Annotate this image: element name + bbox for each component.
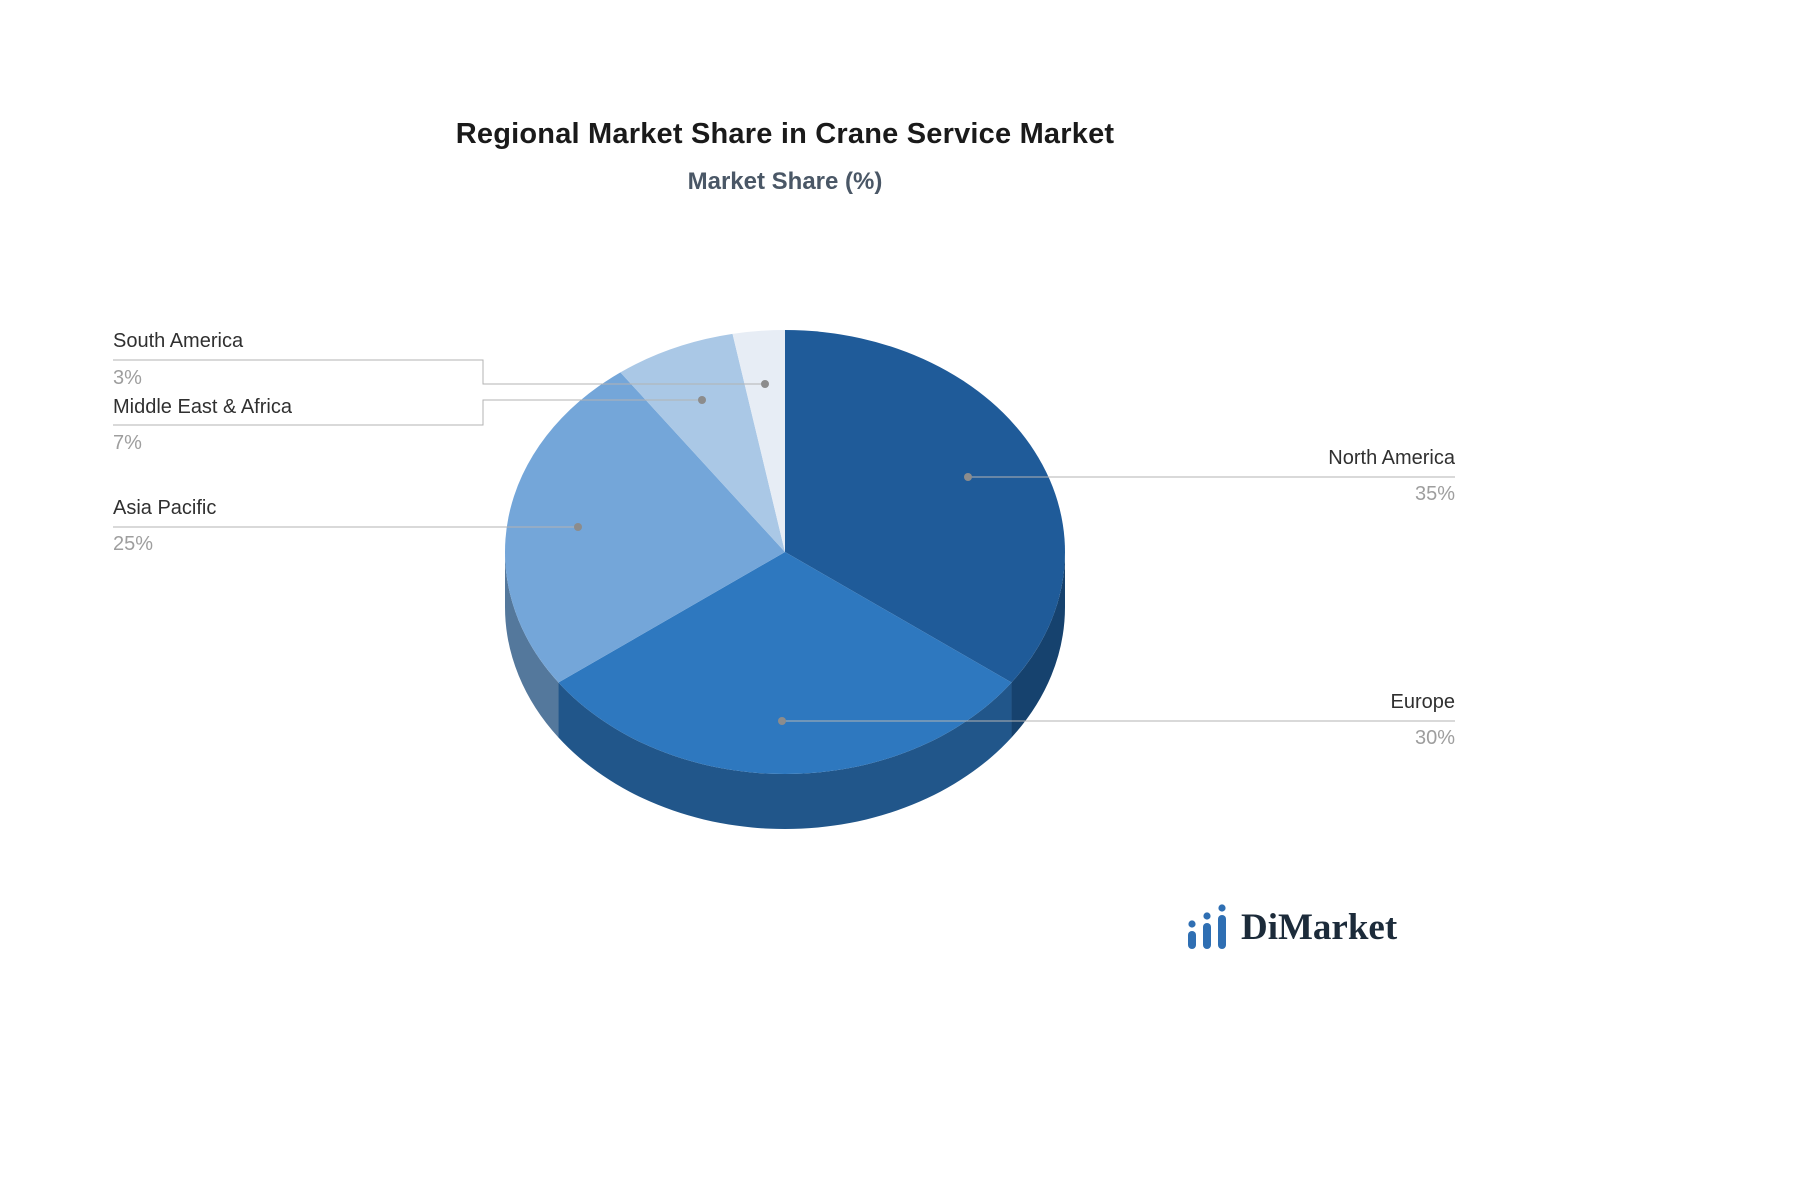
pie-slice-2	[504, 372, 785, 683]
chart-subtitle: Market Share (%)	[687, 168, 883, 195]
pie-slice-side-0	[1011, 552, 1065, 738]
slice-label-name-4: South America	[113, 330, 244, 352]
leader-line-4	[113, 359, 765, 385]
leader-dot-4	[761, 380, 769, 388]
slice-label-value-4: 3%	[113, 367, 142, 389]
slice-label-value-2: 25%	[113, 533, 154, 555]
pie-slice-side-1	[558, 682, 1012, 829]
pie-slice-1	[558, 552, 1012, 774]
leader-line-3	[113, 399, 702, 426]
slice-label-value-0: 35%	[1414, 483, 1455, 505]
leader-dot-0	[964, 473, 972, 481]
leader-dot-3	[698, 396, 706, 404]
leader-dot-2	[574, 523, 582, 531]
pie-slice-4	[732, 330, 785, 552]
chart-title: Regional Market Share in Crane Service M…	[455, 118, 1115, 150]
pie-slice-3	[620, 333, 785, 552]
pie-slice-side-2	[505, 552, 559, 738]
brand-logo: DiMarket	[1185, 903, 1397, 951]
dimarket-logo-icon	[1188, 904, 1226, 949]
pie-slice-0	[785, 330, 1065, 683]
slice-label-value-3: 7%	[113, 432, 142, 454]
slice-label-name-3: Middle East & Africa	[113, 396, 292, 418]
slice-label-value-1: 30%	[1414, 727, 1455, 749]
slice-label-name-2: Asia Pacific	[113, 497, 217, 519]
slice-label-name-1: Europe	[1390, 691, 1456, 713]
slice-label-name-0: North America	[1328, 447, 1455, 469]
brand-name: DiMarket	[1241, 906, 1398, 948]
leader-dot-1	[778, 717, 786, 725]
